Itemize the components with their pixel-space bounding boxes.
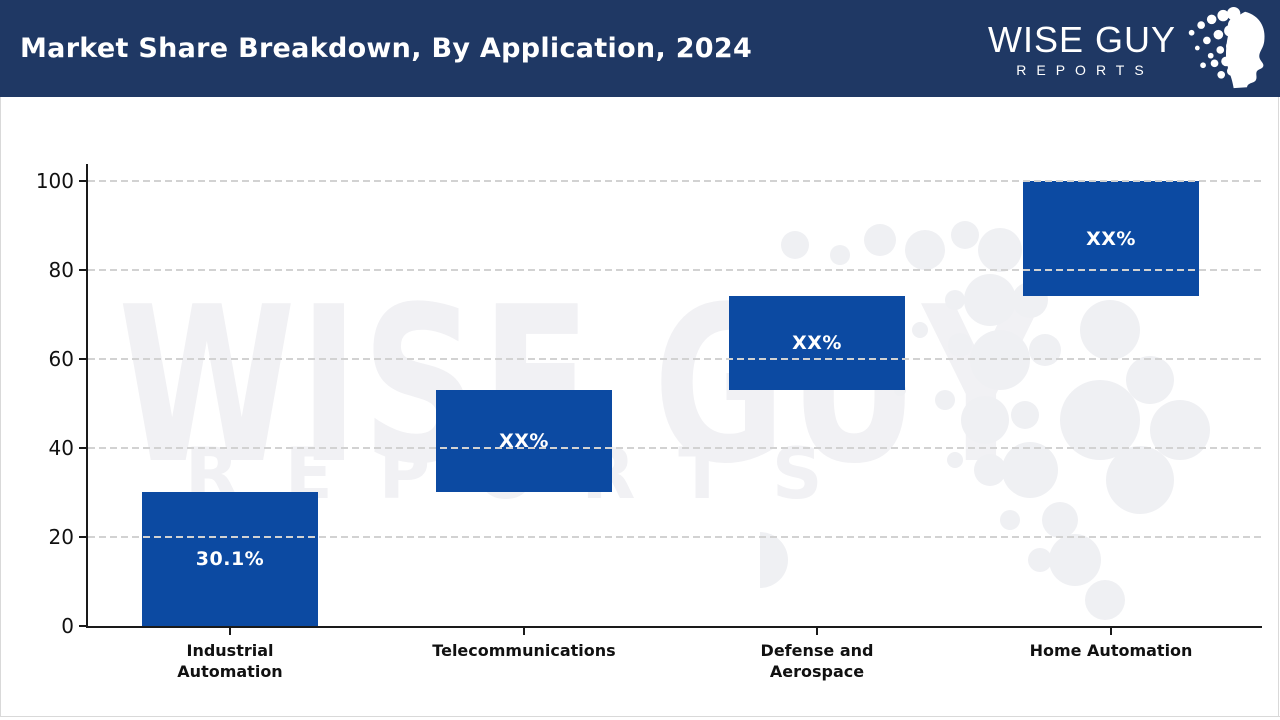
brand-face-icon	[1188, 6, 1265, 89]
bar-3: XX%	[729, 296, 905, 390]
bar-1: 30.1%	[142, 492, 318, 626]
x-tick	[523, 628, 525, 635]
grid-line	[88, 180, 1262, 182]
bar-value-label: 30.1%	[195, 548, 265, 571]
brand-name: WISE GUY	[987, 18, 1176, 60]
bar-value-label: XX%	[1086, 227, 1136, 250]
header-bar: Market Share Breakdown, By Application, …	[0, 0, 1280, 97]
x-tick	[1110, 628, 1112, 635]
y-tick-label: 20	[48, 525, 74, 549]
y-tick-label: 0	[61, 614, 74, 638]
y-tick	[79, 625, 87, 627]
x-tick	[229, 628, 231, 635]
page-title: Market Share Breakdown, By Application, …	[20, 33, 753, 64]
bar-value-label: XX%	[792, 331, 842, 354]
y-tick	[79, 269, 87, 271]
bar-value-label: XX%	[499, 429, 549, 452]
y-tick-label: 60	[48, 347, 74, 371]
y-tick-label: 100	[35, 169, 74, 193]
y-tick	[79, 180, 87, 182]
y-tick	[79, 358, 87, 360]
watermark-dotted-head-icon	[760, 221, 1210, 620]
bar-2: XX%	[436, 389, 612, 493]
grid-line	[88, 447, 1262, 449]
right-hairline	[1278, 97, 1279, 717]
y-tick-label: 40	[48, 436, 74, 460]
x-category-label: Home Automation	[1029, 641, 1193, 660]
brand-logo: WISE GUY REPORTS	[988, 6, 1274, 92]
y-tick-label: 80	[48, 258, 74, 282]
left-hairline	[0, 97, 1, 717]
bottom-hairline	[0, 716, 1280, 717]
x-tick	[816, 628, 818, 635]
brand-logo-text: WISE GUY REPORTS	[987, 18, 1176, 78]
y-tick	[79, 447, 87, 449]
x-category-label: Telecommunications	[432, 641, 616, 660]
grid-line	[88, 536, 1262, 538]
bar-4: XX%	[1023, 181, 1199, 297]
grid-line	[88, 269, 1262, 271]
y-tick	[79, 536, 87, 538]
x-axis-line	[86, 626, 1262, 628]
grid-line	[88, 358, 1262, 360]
x-category-label: Industrial Automation	[177, 641, 283, 681]
x-category-label: Defense and Aerospace	[760, 641, 874, 681]
brand-subtitle: REPORTS	[1016, 61, 1154, 78]
y-axis-line	[86, 164, 88, 628]
